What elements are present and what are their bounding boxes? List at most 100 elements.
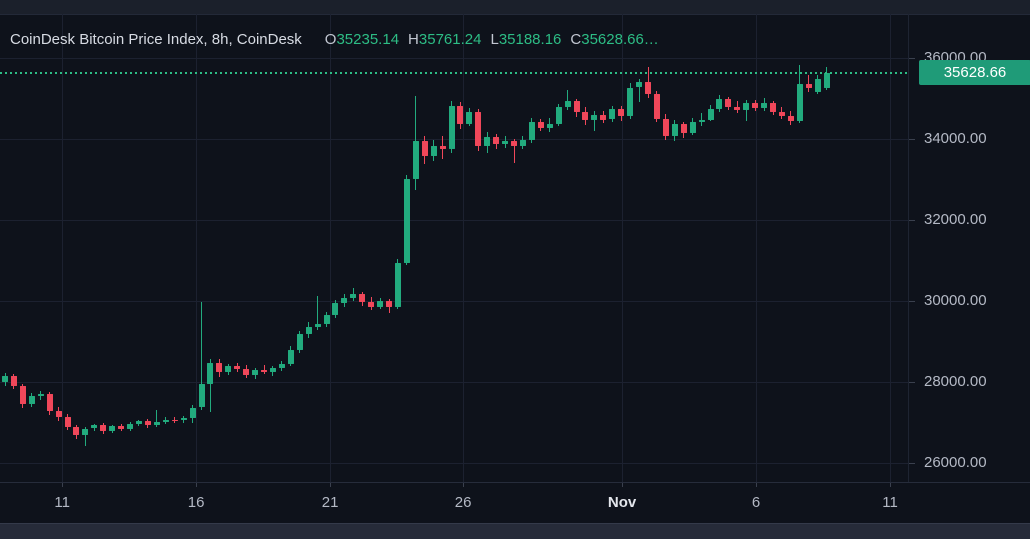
candle-body xyxy=(662,119,669,136)
candle-body xyxy=(216,362,223,373)
candle-body xyxy=(546,123,553,128)
candle-body xyxy=(144,421,151,426)
candle-body xyxy=(430,145,437,157)
gridline-vertical xyxy=(196,14,198,482)
gridline-vertical xyxy=(330,14,332,482)
candle-body xyxy=(484,136,491,147)
candle-wick xyxy=(263,365,265,375)
candle-body xyxy=(653,94,660,120)
candle-body xyxy=(162,419,169,422)
gridline-horizontal xyxy=(0,57,908,59)
candle-body xyxy=(135,421,142,424)
candle-body xyxy=(73,427,80,435)
chart-legend[interactable]: CoinDesk Bitcoin Price Index, 8h, CoinDe… xyxy=(10,30,659,50)
open-label: O xyxy=(324,31,337,48)
candle-wick xyxy=(513,138,515,163)
candle-body xyxy=(243,369,250,376)
gridline-horizontal xyxy=(0,462,908,464)
candle-body xyxy=(234,366,241,370)
candle-wick xyxy=(567,90,569,111)
time-axis-tick xyxy=(463,483,465,487)
candle-body xyxy=(555,107,562,124)
candle-body xyxy=(118,426,125,430)
candle-body xyxy=(761,103,767,108)
candle-wick xyxy=(156,409,158,427)
time-axis-tick xyxy=(622,483,624,487)
candle-body xyxy=(252,370,258,376)
candle-body xyxy=(332,303,339,316)
price-axis-label: 26000.00 xyxy=(924,453,987,471)
time-axis-tick xyxy=(756,483,757,487)
candle-body xyxy=(814,78,821,93)
price-axis-tick xyxy=(909,300,915,302)
candle-body xyxy=(394,262,401,307)
candle-body xyxy=(46,393,53,411)
gridline-vertical xyxy=(463,14,465,482)
candle-body xyxy=(359,293,366,303)
time-axis-tick xyxy=(330,483,332,487)
candle-body xyxy=(305,327,312,335)
candle-body xyxy=(412,140,419,179)
price-axis-label: 34000.00 xyxy=(924,129,987,147)
candle-body xyxy=(198,383,205,408)
candle-body xyxy=(368,302,375,307)
candle-body xyxy=(261,370,267,372)
time-axis[interactable]: 11 16 21 26 Nov 6 11 xyxy=(0,482,1030,524)
candle-body xyxy=(269,367,276,372)
price-axis-tick xyxy=(909,57,915,59)
candle-body xyxy=(475,111,482,147)
candle-body xyxy=(787,115,794,121)
candle-wick xyxy=(808,75,810,92)
price-axis-tick xyxy=(909,462,915,464)
candle-body xyxy=(100,425,107,431)
candle-body xyxy=(278,363,285,368)
candle-wick xyxy=(84,426,86,446)
chart-canvas[interactable] xyxy=(0,14,908,482)
candle-body xyxy=(466,111,473,124)
candle-body xyxy=(28,395,35,404)
candle-body xyxy=(627,87,634,116)
candle-body xyxy=(341,297,348,304)
time-axis-label: 16 xyxy=(187,494,205,511)
candle-body xyxy=(153,422,160,426)
candle-body xyxy=(37,393,44,396)
candle-wick xyxy=(40,391,42,401)
candle-body xyxy=(287,350,294,364)
candle-body xyxy=(716,99,723,109)
low-label: L xyxy=(490,31,499,48)
price-axis[interactable]: 36000.00 34000.00 32000.00 30000.00 28000.00… xyxy=(908,14,1030,482)
candle-body xyxy=(296,334,303,350)
candle-body xyxy=(403,178,410,263)
candle-body xyxy=(564,101,571,108)
top-toolbar-strip xyxy=(0,0,1030,15)
candle-body xyxy=(189,407,196,419)
price-axis-tick xyxy=(909,381,915,383)
candle-body xyxy=(207,362,214,384)
candle-wick xyxy=(593,111,595,131)
candle-body xyxy=(350,293,357,298)
close-value: 35628.66… xyxy=(581,31,659,48)
gridline-vertical xyxy=(756,14,757,482)
candle-body xyxy=(19,385,26,404)
time-axis-label: 11 xyxy=(54,494,70,511)
candle-body xyxy=(796,84,803,121)
candle-body xyxy=(671,124,678,136)
candle-body xyxy=(778,111,785,116)
symbol-title: CoinDesk Bitcoin Price Index, 8h, CoinDe… xyxy=(10,31,302,48)
candle-body xyxy=(2,375,8,382)
last-price-badge: 35628.66 xyxy=(919,60,1030,86)
candle-body xyxy=(752,102,759,108)
candle-body xyxy=(645,82,651,95)
close-label: C xyxy=(570,31,582,48)
price-axis-tick xyxy=(909,219,915,221)
candle-body xyxy=(707,109,714,120)
candle-wick xyxy=(209,358,211,412)
candle-body xyxy=(805,84,812,89)
candle-body xyxy=(689,121,696,134)
price-axis-label: 30000.00 xyxy=(924,291,987,309)
price-axis-label: 28000.00 xyxy=(924,372,987,390)
candle-body xyxy=(109,426,116,431)
candle-body xyxy=(573,101,580,112)
candle-body xyxy=(618,109,625,116)
